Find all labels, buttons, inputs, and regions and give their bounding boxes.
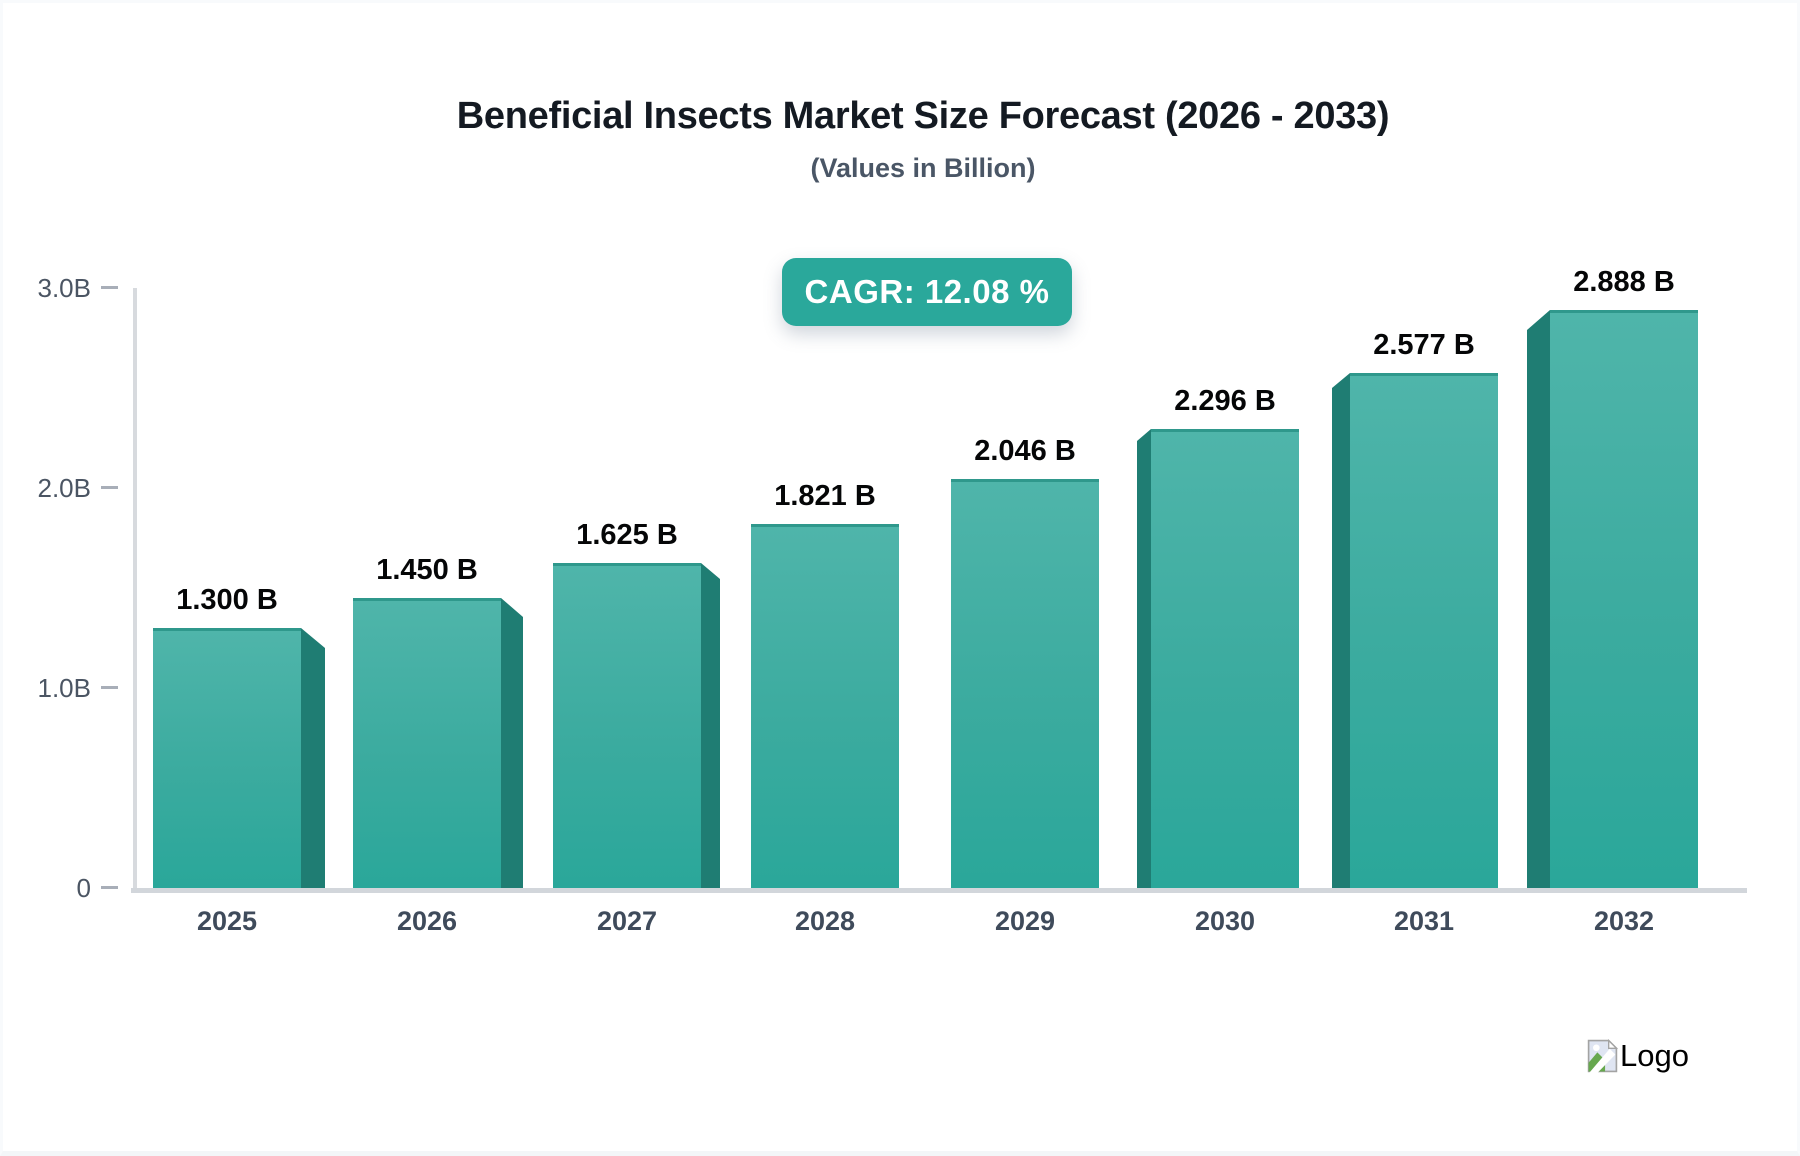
bar-2030	[1151, 429, 1299, 888]
bar-value-label: 1.821 B	[774, 480, 876, 512]
logo-alt-text: Logo	[1620, 1038, 1689, 1073]
bar-value-label: 1.300 B	[176, 584, 278, 616]
y-axis-line	[133, 288, 137, 888]
bar-3d-side	[301, 628, 325, 888]
bar-value-label: 2.577 B	[1373, 329, 1475, 361]
y-tick-mark	[101, 886, 118, 889]
bar-value-label: 2.296 B	[1174, 385, 1276, 417]
bar-3d-side	[1332, 373, 1350, 888]
x-tick-label: 2025	[196, 906, 258, 936]
bar-3d-side	[1527, 310, 1550, 888]
bar-2028	[751, 524, 899, 888]
y-tick-label: 1.0B	[37, 673, 92, 703]
x-tick-label: 2026	[396, 906, 458, 936]
bar-3d-side	[1137, 429, 1151, 888]
x-tick-label: 2027	[596, 906, 658, 936]
bar-2029	[951, 479, 1099, 888]
cagr-badge: CAGR: 12.08 %	[782, 258, 1072, 326]
y-tick-label: 3.0B	[37, 273, 92, 303]
bar-3d-side	[701, 563, 720, 888]
y-tick-mark	[101, 286, 118, 289]
x-tick-label: 2030	[1194, 906, 1256, 936]
y-tick-label: 0	[76, 873, 91, 903]
broken-image-icon	[1587, 1039, 1618, 1073]
x-axis-line	[131, 888, 1747, 893]
bar-value-label: 1.625 B	[576, 519, 678, 551]
bar-2031	[1350, 373, 1498, 888]
y-tick-label: 2.0B	[37, 473, 92, 503]
y-tick-mark	[101, 686, 118, 689]
bar-2027	[553, 563, 701, 888]
bar-2025	[153, 628, 301, 888]
x-tick-label: 2028	[794, 906, 856, 936]
bar-3d-side	[501, 598, 523, 888]
bar-2026	[353, 598, 501, 888]
x-tick-label: 2029	[994, 906, 1056, 936]
logo: Logo	[1587, 1039, 1689, 1073]
bar-value-label: 2.046 B	[974, 435, 1076, 467]
bar-value-label: 1.450 B	[376, 554, 478, 586]
x-tick-label: 2031	[1393, 906, 1455, 936]
y-tick-mark	[101, 486, 118, 489]
chart-title: Beneficial Insects Market Size Forecast …	[456, 95, 1390, 137]
x-tick-label: 2032	[1593, 906, 1655, 936]
chart-subtitle: (Values in Billion)	[810, 153, 1036, 183]
bar-2032	[1550, 310, 1698, 888]
bar-value-label: 2.888 B	[1573, 266, 1675, 298]
